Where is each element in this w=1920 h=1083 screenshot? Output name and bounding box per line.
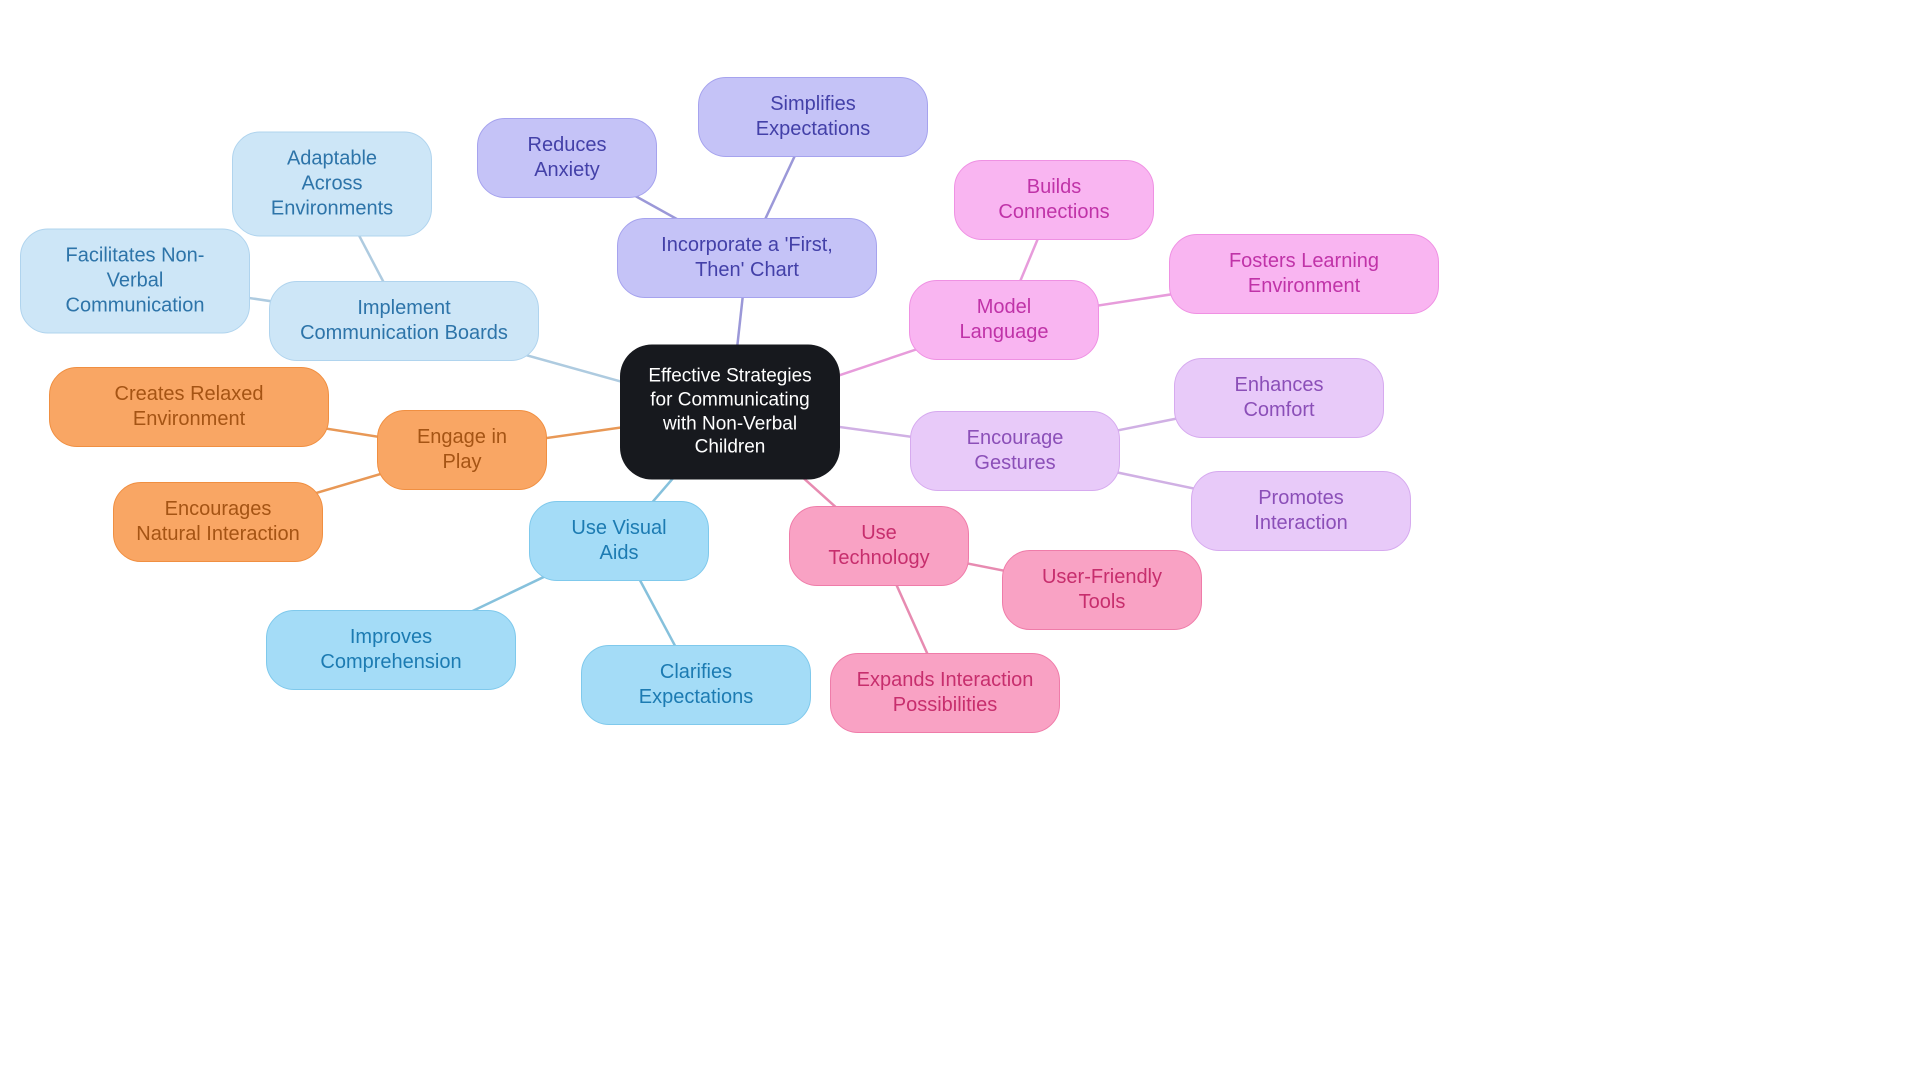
node-label: Reduces Anxiety — [500, 133, 634, 183]
node-model-language: Model Language — [909, 280, 1099, 360]
node-label: Enhances Comfort — [1197, 373, 1361, 423]
node-label: Builds Connections — [977, 175, 1131, 225]
node-user-friendly: User-Friendly Tools — [1002, 550, 1202, 630]
node-clarifies-expect: Clarifies Expectations — [581, 645, 811, 725]
node-label: Use Visual Aids — [552, 516, 686, 566]
node-label: Fosters Learning Environment — [1192, 249, 1416, 299]
node-label: Encourages Natural Interaction — [136, 497, 300, 547]
node-use-tech: Use Technology — [789, 506, 969, 586]
node-engage-play: Engage in Play — [377, 410, 547, 490]
node-visual-aids: Use Visual Aids — [529, 501, 709, 581]
node-label: Expands Interaction Possibilities — [853, 668, 1037, 718]
node-label: Incorporate a 'First, Then' Chart — [640, 233, 854, 283]
node-improves-comp: Improves Comprehension — [266, 610, 516, 690]
node-label: Encourage Gestures — [933, 426, 1097, 476]
node-center: Effective Strategies for Communicating w… — [620, 345, 840, 480]
node-adaptable: Adaptable Across Environments — [232, 132, 432, 237]
node-first-then: Incorporate a 'First, Then' Chart — [617, 218, 877, 298]
node-encourage-gestures: Encourage Gestures — [910, 411, 1120, 491]
node-reduces-anxiety: Reduces Anxiety — [477, 118, 657, 198]
node-fosters-learning: Fosters Learning Environment — [1169, 234, 1439, 314]
node-label: User-Friendly Tools — [1025, 565, 1179, 615]
node-simplifies-expectations: Simplifies Expectations — [698, 77, 928, 157]
node-label: Improves Comprehension — [289, 625, 493, 675]
node-label: Simplifies Expectations — [721, 92, 905, 142]
node-label: Engage in Play — [400, 425, 524, 475]
node-label: Facilitates Non-Verbal Communication — [43, 244, 227, 319]
node-encourages-natural: Encourages Natural Interaction — [113, 482, 323, 562]
node-label: Use Technology — [812, 521, 946, 571]
node-expands-interaction: Expands Interaction Possibilities — [830, 653, 1060, 733]
node-builds-connections: Builds Connections — [954, 160, 1154, 240]
node-label: Promotes Interaction — [1214, 486, 1388, 536]
node-facilitates-nv: Facilitates Non-Verbal Communication — [20, 229, 250, 334]
node-label: Clarifies Expectations — [604, 660, 788, 710]
node-label: Implement Communication Boards — [292, 296, 516, 346]
node-label: Effective Strategies for Communicating w… — [642, 365, 818, 460]
node-promotes-interaction: Promotes Interaction — [1191, 471, 1411, 551]
node-relaxed-env: Creates Relaxed Environment — [49, 367, 329, 447]
node-enhances-comfort: Enhances Comfort — [1174, 358, 1384, 438]
node-label: Model Language — [932, 295, 1076, 345]
node-label: Creates Relaxed Environment — [72, 382, 306, 432]
node-label: Adaptable Across Environments — [255, 147, 409, 222]
node-comm-boards: Implement Communication Boards — [269, 281, 539, 361]
